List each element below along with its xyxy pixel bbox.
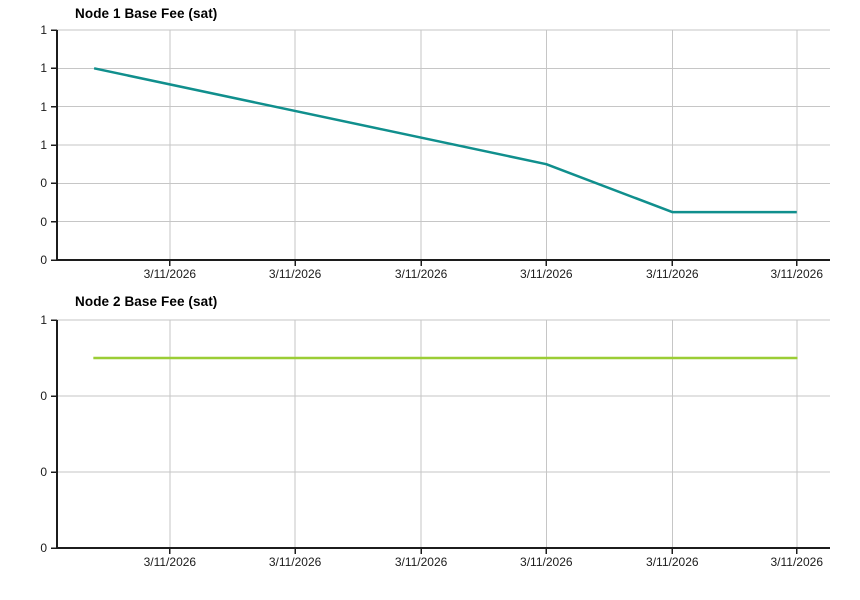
y-tick-label: 0 [40, 465, 47, 479]
x-tick-label: 3/11/2026 [268, 555, 322, 569]
x-tick-label: 3/11/2026 [770, 267, 824, 281]
x-tick-label: 3/11/2026 [520, 555, 573, 569]
x-tick-label: 3/11/2026 [520, 267, 573, 281]
x-tick-label: 3/11/2026 [143, 555, 197, 569]
node1-chart-title: Node 1 Base Fee (sat) [75, 6, 218, 21]
y-tick-label: 0 [40, 253, 47, 267]
y-tick-label: 1 [40, 61, 47, 76]
x-tick-label: 3/11/2026 [770, 555, 824, 569]
y-tick-label: 0 [40, 389, 47, 403]
y-tick-label: 1 [40, 313, 47, 327]
x-tick-label: 3/11/2026 [646, 555, 699, 569]
y-tick-label: 0 [40, 214, 47, 229]
y-tick-label: 1 [40, 23, 47, 37]
node2-chart-title: Node 2 Base Fee (sat) [75, 294, 218, 309]
y-tick-label: 0 [40, 176, 47, 191]
x-tick-label: 3/11/2026 [394, 555, 448, 569]
y-tick-label: 0 [40, 541, 47, 555]
node1-base-fee-line [93, 67, 797, 214]
x-tick-label: 3/11/2026 [394, 267, 448, 281]
x-tick-label: 3/11/2026 [646, 267, 699, 281]
y-tick-label: 1 [40, 138, 47, 152]
x-tick-label: 3/11/2026 [143, 267, 197, 281]
x-tick-label: 3/11/2026 [268, 267, 322, 281]
y-tick-label: 1 [40, 99, 47, 114]
